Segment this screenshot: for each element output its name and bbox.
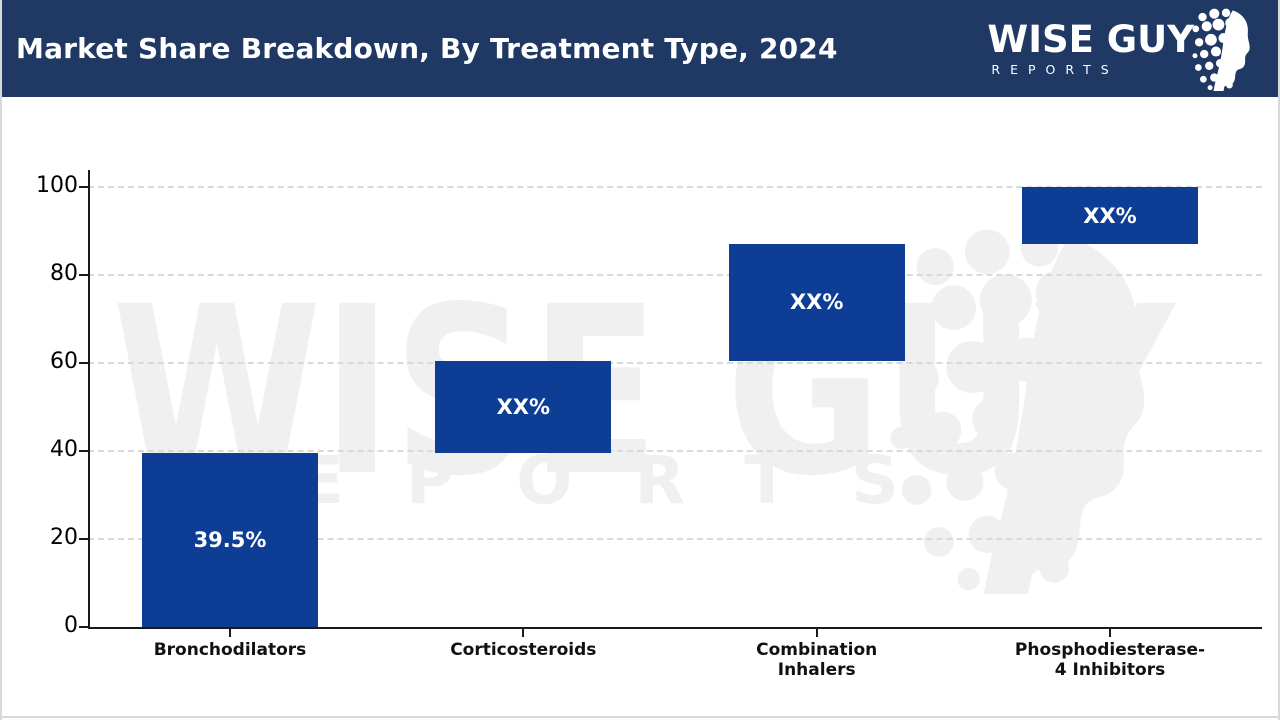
x-tick-mark-4 bbox=[1109, 629, 1111, 637]
x-tick-mark-2 bbox=[522, 629, 525, 637]
bar-value-label-1: 39.5% bbox=[193, 528, 267, 553]
card-border-left bbox=[0, 0, 2, 720]
gridline-100 bbox=[88, 186, 1262, 188]
logo-head-icon bbox=[1192, 8, 1250, 91]
bar-4: XX% bbox=[1022, 187, 1198, 245]
bar-2: XX% bbox=[435, 360, 612, 454]
header-bar: Market Share Breakdown, By Treatment Typ… bbox=[0, 0, 1280, 97]
logo-text: WISE GUY REPORTS bbox=[987, 21, 1194, 77]
x-tick-mark-1 bbox=[229, 629, 231, 637]
y-tick-mark-100 bbox=[79, 186, 88, 188]
bar-value-label-4: XX% bbox=[1083, 203, 1137, 228]
wise-guy-reports-logo: WISE GUY REPORTS bbox=[987, 7, 1264, 91]
bar-value-label-3: XX% bbox=[789, 290, 844, 315]
y-tick-label-80: 80 bbox=[50, 261, 78, 286]
category-label-1: Bronchodilators bbox=[153, 640, 307, 660]
bar-3: XX% bbox=[728, 244, 905, 361]
category-label-4: Phosphodiesterase- 4 Inhibitors bbox=[1014, 640, 1206, 680]
gridline-40 bbox=[88, 450, 1262, 452]
bar-value-label-2: XX% bbox=[496, 394, 551, 419]
logo-subtitle: REPORTS bbox=[991, 61, 1119, 77]
y-tick-mark-20 bbox=[79, 538, 88, 540]
x-axis-line bbox=[88, 627, 1262, 629]
card-border-right bbox=[1278, 0, 1280, 720]
logo-wordmark: WISE GUY bbox=[987, 17, 1194, 61]
y-axis-line bbox=[88, 170, 90, 629]
y-tick-label-100: 100 bbox=[36, 173, 78, 198]
y-tick-mark-80 bbox=[79, 274, 88, 276]
y-tick-label-40: 40 bbox=[50, 437, 78, 462]
gridline-80 bbox=[88, 274, 1262, 276]
category-label-3: Combination Inhalers bbox=[756, 640, 878, 680]
page-title: Market Share Breakdown, By Treatment Typ… bbox=[16, 32, 838, 65]
y-tick-mark-60 bbox=[79, 362, 88, 364]
y-tick-label-60: 60 bbox=[50, 349, 78, 374]
category-label-2: Corticosteroids bbox=[450, 640, 597, 660]
y-tick-mark-0 bbox=[79, 626, 88, 628]
gridline-20 bbox=[88, 538, 1262, 540]
bar-1: 39.5% bbox=[142, 453, 318, 627]
card-border-bottom bbox=[0, 716, 1280, 718]
y-tick-mark-40 bbox=[79, 450, 88, 452]
y-tick-label-20: 20 bbox=[50, 525, 78, 550]
x-tick-mark-3 bbox=[815, 629, 818, 637]
y-tick-label-0: 0 bbox=[64, 613, 78, 638]
gridline-60 bbox=[88, 362, 1262, 364]
